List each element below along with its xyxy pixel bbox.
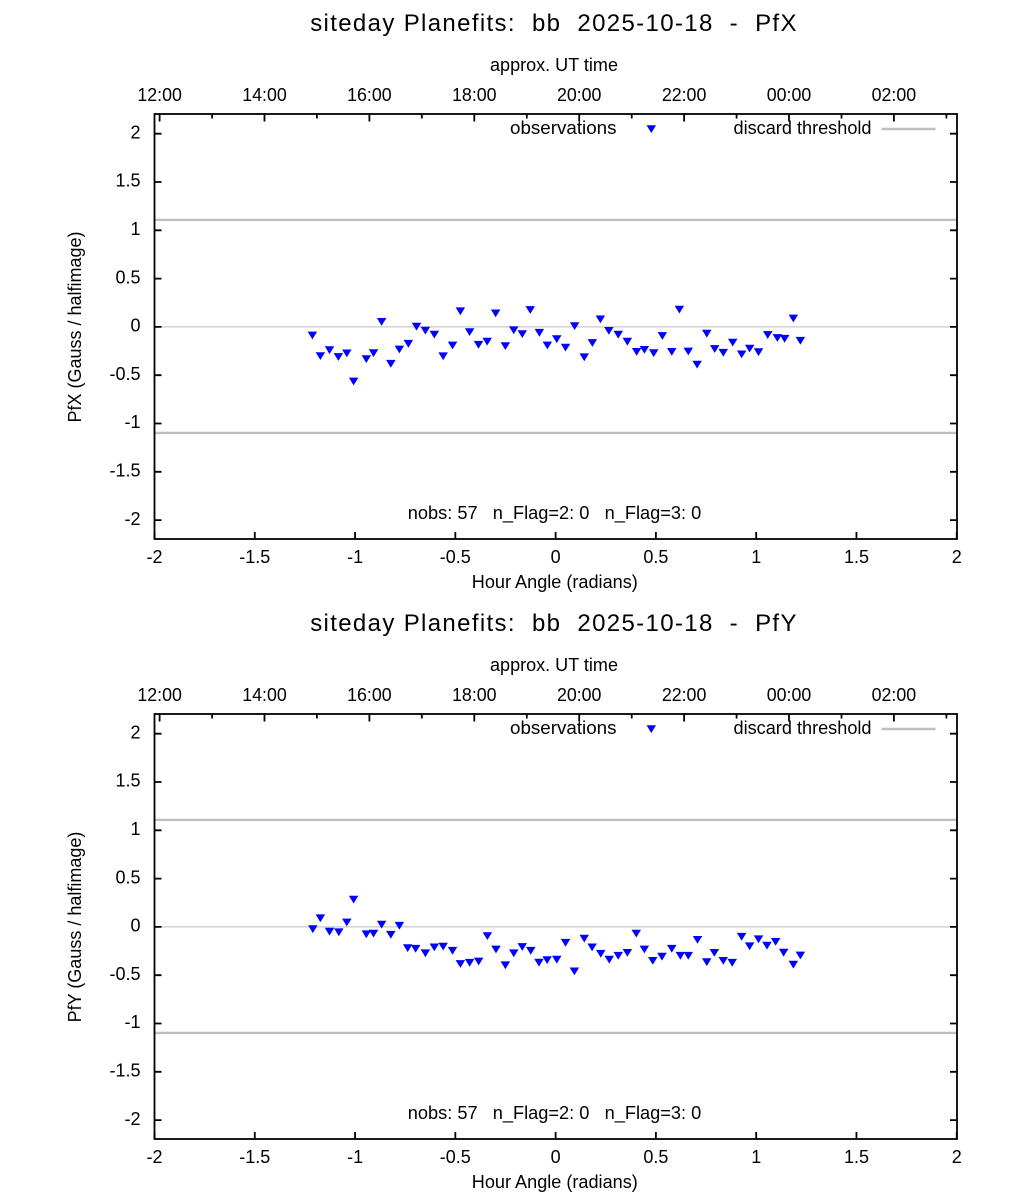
svg-text:0.5: 0.5 [115, 267, 140, 287]
svg-text:1.5: 1.5 [844, 1147, 869, 1167]
svg-text:0.5: 0.5 [643, 547, 668, 567]
svg-text:1: 1 [751, 1147, 761, 1167]
svg-text:12:00: 12:00 [137, 85, 182, 105]
svg-text:siteday Planefits: bb 2025-1: siteday Planefits: bb 2025-10-18 - PfX [310, 10, 798, 37]
svg-text:-2: -2 [146, 1147, 162, 1167]
svg-text:-2: -2 [124, 1109, 140, 1129]
svg-text:nobs: 57 n_Flag=2: 0 n_Fla: nobs: 57 n_Flag=2: 0 n_Flag=3: 0 [408, 1103, 702, 1124]
svg-text:14:00: 14:00 [242, 685, 287, 705]
svg-text:approx. UT time: approx. UT time [490, 55, 618, 75]
svg-text:-1: -1 [347, 547, 363, 567]
svg-text:Hour Angle (radians): Hour Angle (radians) [472, 1172, 638, 1192]
svg-text:observations: observations [510, 718, 617, 738]
svg-text:PfX (Gauss / halfimage): PfX (Gauss / halfimage) [65, 231, 85, 422]
svg-text:-2: -2 [124, 509, 140, 529]
svg-text:22:00: 22:00 [662, 85, 707, 105]
svg-text:1.5: 1.5 [115, 771, 140, 791]
svg-text:0: 0 [551, 1147, 561, 1167]
svg-text:-1: -1 [124, 1012, 140, 1032]
svg-text:-1.5: -1.5 [109, 461, 140, 481]
svg-text:discard threshold: discard threshold [734, 118, 872, 138]
svg-text:observations: observations [510, 118, 617, 138]
svg-text:0: 0 [551, 547, 561, 567]
svg-text:2: 2 [952, 547, 962, 567]
svg-text:-1: -1 [124, 412, 140, 432]
svg-text:2: 2 [130, 722, 140, 742]
svg-text:Hour Angle (radians): Hour Angle (radians) [472, 572, 638, 592]
svg-text:1: 1 [751, 547, 761, 567]
svg-text:0.5: 0.5 [115, 867, 140, 887]
svg-text:0: 0 [130, 316, 140, 336]
svg-text:16:00: 16:00 [347, 85, 392, 105]
svg-text:00:00: 00:00 [767, 685, 812, 705]
svg-text:02:00: 02:00 [872, 85, 917, 105]
svg-text:-0.5: -0.5 [440, 547, 471, 567]
svg-text:0: 0 [130, 916, 140, 936]
svg-text:-0.5: -0.5 [109, 964, 140, 984]
svg-text:approx. UT time: approx. UT time [490, 655, 618, 675]
svg-text:discard threshold: discard threshold [734, 718, 872, 738]
svg-text:00:00: 00:00 [767, 85, 812, 105]
svg-text:-1.5: -1.5 [239, 547, 270, 567]
svg-text:20:00: 20:00 [557, 85, 602, 105]
svg-text:1.5: 1.5 [844, 547, 869, 567]
svg-text:-0.5: -0.5 [440, 1147, 471, 1167]
svg-text:1: 1 [130, 819, 140, 839]
svg-text:0.5: 0.5 [643, 1147, 668, 1167]
svg-text:20:00: 20:00 [557, 685, 602, 705]
svg-text:-1: -1 [347, 1147, 363, 1167]
svg-text:-1.5: -1.5 [109, 1061, 140, 1081]
svg-text:PfY (Gauss / halfimage): PfY (Gauss / halfimage) [65, 832, 85, 1023]
svg-text:22:00: 22:00 [662, 685, 707, 705]
svg-text:16:00: 16:00 [347, 685, 392, 705]
svg-text:2: 2 [130, 122, 140, 142]
svg-text:-1.5: -1.5 [239, 1147, 270, 1167]
svg-text:2: 2 [952, 1147, 962, 1167]
svg-text:14:00: 14:00 [242, 85, 287, 105]
svg-text:-2: -2 [146, 547, 162, 567]
svg-text:nobs: 57 n_Flag=2: 0 n_Fla: nobs: 57 n_Flag=2: 0 n_Flag=3: 0 [408, 503, 702, 524]
svg-text:18:00: 18:00 [452, 685, 497, 705]
svg-text:siteday Planefits: bb 2025-1: siteday Planefits: bb 2025-10-18 - PfY [310, 610, 798, 637]
svg-text:1: 1 [130, 219, 140, 239]
svg-text:-0.5: -0.5 [109, 364, 140, 384]
svg-text:12:00: 12:00 [137, 685, 182, 705]
svg-text:02:00: 02:00 [872, 685, 917, 705]
svg-text:18:00: 18:00 [452, 85, 497, 105]
svg-text:1.5: 1.5 [115, 171, 140, 191]
